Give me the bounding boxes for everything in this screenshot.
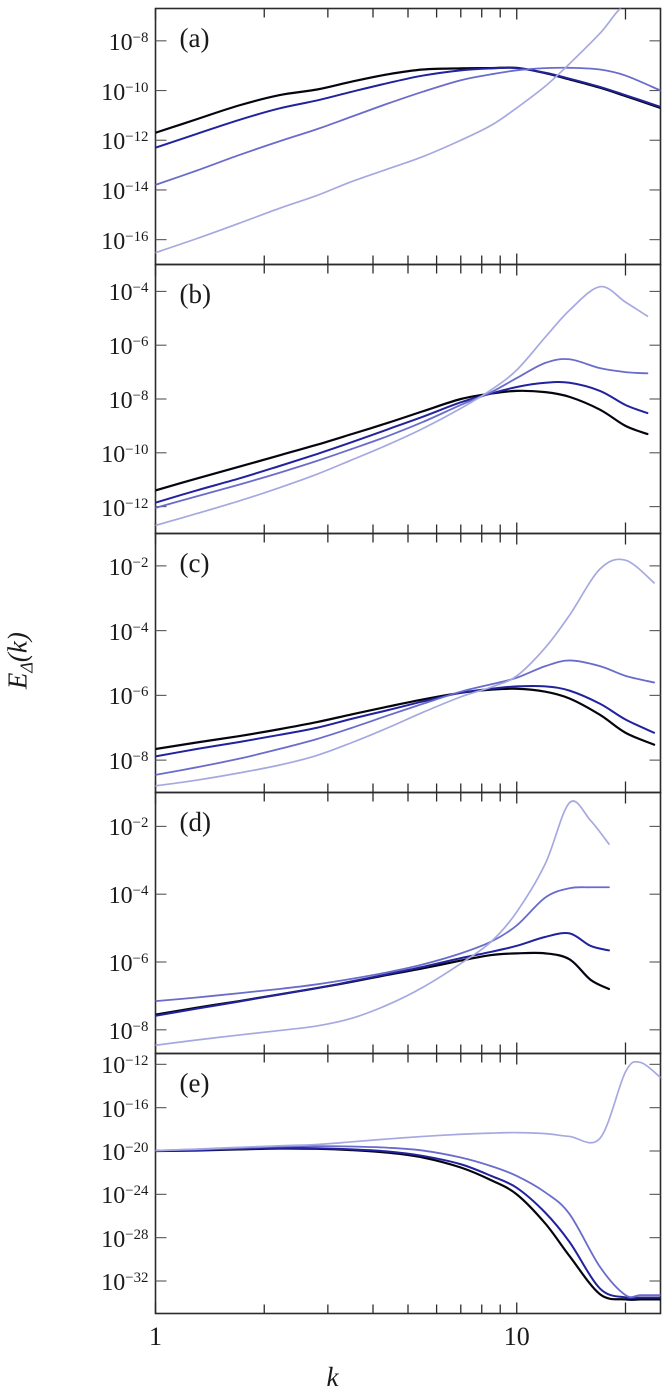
curve-e-series_4 bbox=[155, 1060, 661, 1152]
ytick-label-d-2: 10−6 bbox=[108, 951, 149, 978]
curves-e bbox=[155, 1060, 661, 1301]
panel-label-c: (c) bbox=[179, 547, 210, 578]
ytick-label-a-4: 10−16 bbox=[101, 228, 149, 255]
panel-label-d: (d) bbox=[179, 806, 211, 837]
x-ticks-b bbox=[154, 264, 627, 534]
ytick-label-c-2: 10−6 bbox=[108, 684, 149, 711]
panel-frame-d bbox=[154, 791, 662, 1055]
curve-e-series_2 bbox=[155, 1146, 661, 1300]
ytick-label-a-3: 10−14 bbox=[101, 178, 149, 206]
curves-a bbox=[155, 8, 661, 254]
ytick-label-e-2: 10−20 bbox=[101, 1140, 149, 1167]
panel-label-b: (b) bbox=[179, 278, 211, 309]
panel-label-a: (a) bbox=[179, 22, 210, 53]
panel-label-e: (e) bbox=[179, 1067, 210, 1098]
curves-b bbox=[155, 285, 649, 527]
curve-d-series_2 bbox=[155, 931, 610, 1017]
panels-layer bbox=[154, 7, 662, 1315]
panel-frame-e bbox=[154, 1052, 662, 1315]
y-ticks-d bbox=[155, 825, 661, 1031]
y-axis-title-sub: Δ bbox=[16, 662, 37, 673]
ytick-label-d-3: 10−8 bbox=[108, 1018, 149, 1045]
curve-d-series_1 bbox=[155, 951, 611, 1016]
panel-c bbox=[154, 532, 662, 794]
ytick-label-e-3: 10−24 bbox=[101, 1183, 149, 1210]
curve-c-series_3 bbox=[155, 659, 655, 776]
curve-a-series_4 bbox=[155, 8, 622, 254]
curve-b-series_1 bbox=[155, 389, 649, 492]
panel-d bbox=[154, 791, 662, 1055]
ytick-label-b-2: 10−8 bbox=[108, 388, 149, 415]
y-axis-title: EΔ(k) bbox=[2, 601, 37, 721]
ytick-label-b-3: 10−10 bbox=[101, 441, 149, 468]
curve-e-series_1 bbox=[155, 1147, 661, 1301]
curve-e-series_3 bbox=[155, 1145, 661, 1299]
ytick-label-d-0: 10−2 bbox=[108, 815, 149, 842]
curve-b-series_2 bbox=[155, 381, 649, 504]
x-ticks-d bbox=[154, 792, 627, 1054]
curves-c bbox=[155, 558, 656, 787]
curve-c-series_1 bbox=[155, 687, 656, 751]
ytick-label-c-1: 10−4 bbox=[108, 619, 149, 646]
panel-frame-b bbox=[154, 263, 662, 535]
xtick-label-1: 1 bbox=[149, 1321, 162, 1351]
x-ticks-c bbox=[154, 533, 627, 793]
panel-a bbox=[154, 7, 662, 266]
curve-c-series_4 bbox=[155, 558, 655, 787]
y-axis-title-arg: (k) bbox=[2, 632, 33, 663]
x-ticks-e bbox=[154, 1053, 627, 1314]
curve-d-series_3 bbox=[155, 886, 610, 1003]
ytick-label-b-4: 10−12 bbox=[101, 495, 149, 522]
curves-d bbox=[155, 800, 611, 1047]
ytick-label-e-4: 10−28 bbox=[101, 1226, 149, 1253]
curve-b-series_4 bbox=[155, 285, 649, 527]
ytick-label-a-1: 10−10 bbox=[101, 79, 149, 106]
curve-b-series_3 bbox=[155, 358, 649, 509]
ytick-label-d-1: 10−4 bbox=[108, 883, 149, 910]
y-ticks-c bbox=[155, 565, 661, 761]
ytick-label-c-3: 10−8 bbox=[108, 749, 149, 776]
ytick-label-a-2: 10−12 bbox=[101, 129, 149, 156]
ytick-label-c-0: 10−2 bbox=[108, 554, 149, 582]
x-axis-title: k bbox=[326, 1361, 339, 1392]
ytick-label-a-0: 10−8 bbox=[108, 29, 149, 56]
curve-d-series_4 bbox=[155, 800, 610, 1047]
curve-a-series_2 bbox=[155, 66, 661, 149]
ytick-label-e-0: 10−12 bbox=[101, 1053, 149, 1080]
y-axis-title-E: E bbox=[2, 672, 33, 690]
ytick-label-e-5: 10−32 bbox=[101, 1270, 149, 1297]
curve-a-series_3 bbox=[155, 66, 661, 186]
ytick-label-e-1: 10−16 bbox=[101, 1096, 149, 1123]
ytick-label-b-1: 10−6 bbox=[108, 334, 149, 361]
y-ticks-e bbox=[155, 1063, 661, 1282]
panel-b bbox=[154, 263, 662, 535]
y-ticks-b bbox=[155, 290, 661, 508]
x-ticks-a bbox=[154, 8, 627, 265]
xtick-label-10: 10 bbox=[503, 1321, 530, 1351]
panel-e bbox=[154, 1052, 662, 1315]
ytick-label-b-0: 10−4 bbox=[108, 280, 149, 307]
